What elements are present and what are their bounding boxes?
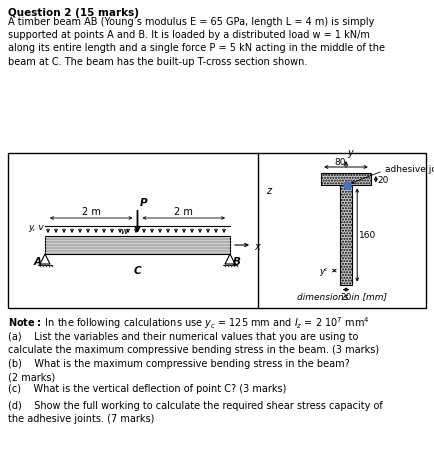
Bar: [45, 237, 230, 255]
Bar: [340, 186, 352, 285]
Text: (d)    Show the full working to calculate the required shear stress capacity of
: (d) Show the full working to calculate t…: [8, 400, 383, 423]
Text: C: C: [134, 265, 141, 275]
Text: dimensions in [mm]: dimensions in [mm]: [297, 291, 387, 300]
Text: (a)    List the variables and their numerical values that you are using to
calcu: (a) List the variables and their numeric…: [8, 332, 379, 355]
Text: 20: 20: [378, 175, 389, 184]
Text: (c)    What is the vertical deflection of point C? (3 marks): (c) What is the vertical deflection of p…: [8, 383, 286, 393]
Text: A: A: [34, 257, 42, 266]
Text: 20: 20: [340, 292, 352, 301]
Text: y: y: [347, 148, 353, 158]
Text: B: B: [233, 257, 241, 266]
Text: w: w: [120, 227, 127, 236]
Text: adhesive joints: adhesive joints: [385, 165, 434, 174]
Bar: [8, 154, 426, 308]
Text: 160: 160: [359, 231, 376, 240]
Text: A timber beam AB (Young’s modulus E = 65 GPa, length L = 4 m) is simply
supporte: A timber beam AB (Young’s modulus E = 65…: [8, 17, 385, 67]
Text: y, v: y, v: [28, 223, 44, 232]
Polygon shape: [40, 255, 50, 264]
Text: P: P: [139, 198, 147, 207]
Text: $\bf{Note:}$ In the following calculations use $y_c$ = 125 mm and $I_z$ = 2 10$^: $\bf{Note:}$ In the following calculatio…: [8, 314, 370, 330]
Text: 80: 80: [334, 158, 346, 167]
Bar: [321, 174, 371, 186]
Text: (b)    What is the maximum compressive bending stress in the beam?
(2 marks): (b) What is the maximum compressive bend…: [8, 358, 350, 382]
Text: x: x: [254, 242, 260, 251]
Text: 2 m: 2 m: [82, 206, 101, 217]
Text: z: z: [266, 186, 271, 196]
Text: Question 2 (15 marks): Question 2 (15 marks): [8, 8, 139, 18]
Polygon shape: [225, 255, 235, 264]
Text: 2 m: 2 m: [174, 206, 193, 217]
Text: yᶜ: yᶜ: [319, 267, 328, 275]
